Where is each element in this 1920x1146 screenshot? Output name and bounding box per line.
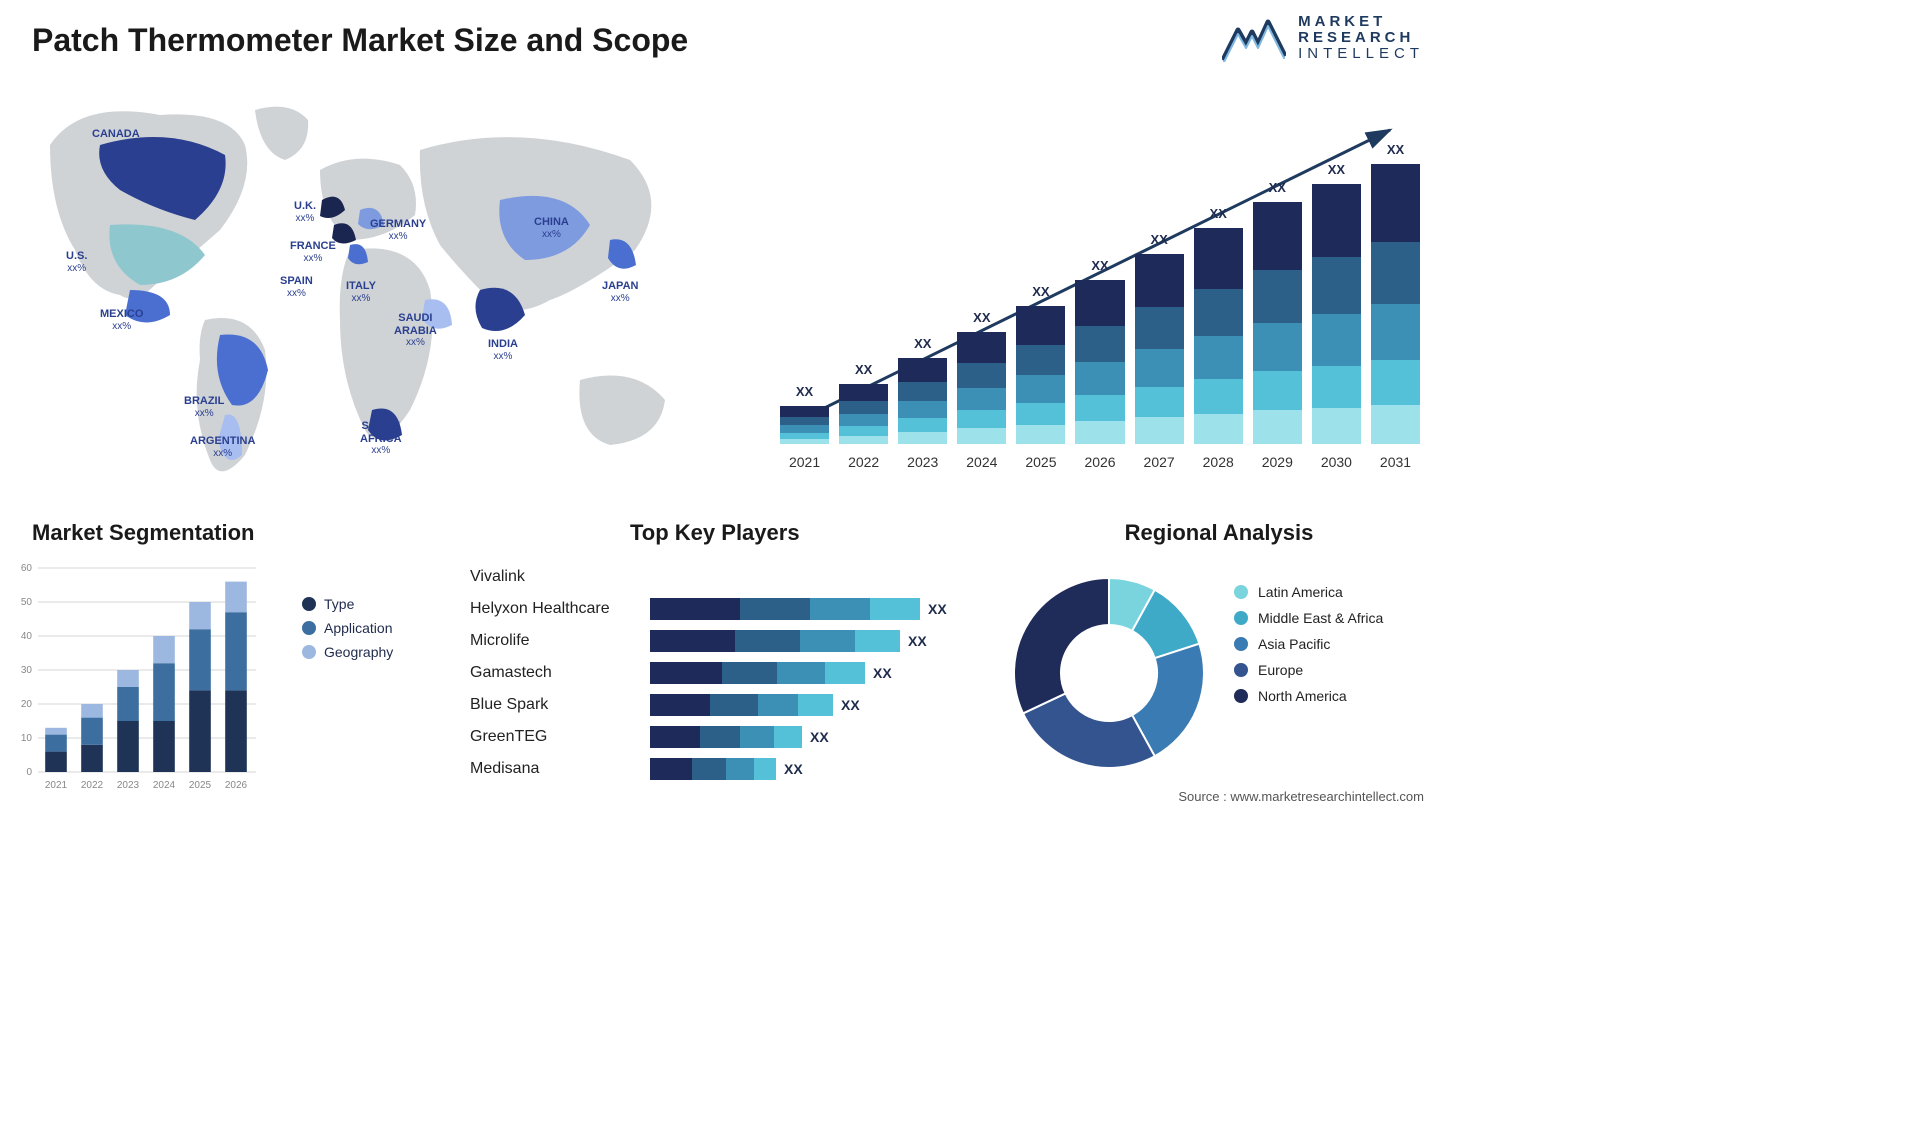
svg-text:2022: 2022 xyxy=(81,780,104,791)
forecast-year-label: 2021 xyxy=(780,454,829,470)
forecast-year-label: 2024 xyxy=(957,454,1006,470)
regional-legend-item: Asia Pacific xyxy=(1234,636,1383,652)
map-country-label: JAPANxx% xyxy=(602,280,638,304)
svg-text:2026: 2026 xyxy=(225,780,248,791)
player-row: MedisanaXX xyxy=(470,754,990,784)
map-country-label: SAUDIARABIAxx% xyxy=(394,312,437,349)
forecast-bar: XX xyxy=(1135,254,1184,444)
svg-text:20: 20 xyxy=(21,699,33,710)
logo-text: MARKET RESEARCH INTELLECT xyxy=(1298,14,1424,61)
map-country-label: GERMANYxx% xyxy=(370,218,426,242)
forecast-year-label: 2028 xyxy=(1194,454,1243,470)
segmentation-section: Market Segmentation 0102030405060 202120… xyxy=(32,520,432,558)
forecast-bar-chart: XXXXXXXXXXXXXXXXXXXXXX 20212022202320242… xyxy=(780,100,1420,470)
players-title: Top Key Players xyxy=(630,520,990,546)
players-section: Top Key Players VivalinkHelyxon Healthca… xyxy=(470,520,990,558)
forecast-year-label: 2026 xyxy=(1075,454,1124,470)
brand-logo: MARKET RESEARCH INTELLECT xyxy=(1222,14,1424,62)
forecast-bar: XX xyxy=(1371,164,1420,444)
forecast-year-label: 2025 xyxy=(1016,454,1065,470)
forecast-year-label: 2029 xyxy=(1253,454,1302,470)
map-country-label: INDIAxx% xyxy=(488,338,518,362)
map-country-label: ARGENTINAxx% xyxy=(190,435,255,459)
logo-mark-icon xyxy=(1222,14,1286,62)
world-map-region: CANADAxx% U.S.xx% MEXICOxx% BRAZILxx% ARGENT… xyxy=(20,90,700,490)
map-country-label: SPAINxx% xyxy=(280,275,313,299)
player-row: Blue SparkXX xyxy=(470,690,990,720)
map-country-label: SOUTHAFRICAxx% xyxy=(360,420,402,457)
forecast-bar: XX xyxy=(1016,306,1065,444)
regional-donut-chart xyxy=(1004,568,1214,778)
map-country-label: ITALYxx% xyxy=(346,280,376,304)
svg-text:50: 50 xyxy=(21,597,33,608)
svg-text:30: 30 xyxy=(21,665,33,676)
map-country-label: U.K.xx% xyxy=(294,200,316,224)
segmentation-stacked-bar-chart: 0 10 20 30 40 50 60 2021 2022 2023 2024 2025 2026 xyxy=(10,562,260,792)
segmentation-legend-item: Geography xyxy=(302,644,393,660)
forecast-bar: XX xyxy=(839,384,888,444)
forecast-year-label: 2027 xyxy=(1135,454,1184,470)
regional-legend-item: Middle East & Africa xyxy=(1234,610,1383,626)
players-bar-chart: VivalinkHelyxon HealthcareXXMicrolifeXXG… xyxy=(470,560,990,786)
regional-section: Regional Analysis Latin AmericaMiddle Ea… xyxy=(1014,520,1424,558)
svg-text:60: 60 xyxy=(21,563,33,574)
forecast-year-label: 2030 xyxy=(1312,454,1361,470)
map-country-label: U.S.xx% xyxy=(66,250,87,274)
player-row: GreenTEGXX xyxy=(470,722,990,752)
svg-text:2021: 2021 xyxy=(45,780,68,791)
forecast-bar: XX xyxy=(1194,228,1243,444)
forecast-bar: XX xyxy=(1253,202,1302,444)
svg-text:2023: 2023 xyxy=(117,780,140,791)
svg-text:10: 10 xyxy=(21,733,33,744)
forecast-year-label: 2023 xyxy=(898,454,947,470)
segmentation-legend: Type Application Geography xyxy=(302,588,393,668)
forecast-bar: XX xyxy=(957,332,1006,444)
svg-text:2025: 2025 xyxy=(189,780,212,791)
segmentation-title: Market Segmentation xyxy=(32,520,432,546)
player-row: GamastechXX xyxy=(470,658,990,688)
regional-title: Regional Analysis xyxy=(1014,520,1424,546)
regional-legend-item: Latin America xyxy=(1234,584,1383,600)
regional-legend: Latin America Middle East & Africa Asia Pa… xyxy=(1234,574,1383,714)
player-row: Vivalink xyxy=(470,562,990,592)
map-country-label: FRANCExx% xyxy=(290,240,336,264)
svg-text:40: 40 xyxy=(21,631,33,642)
segmentation-legend-item: Application xyxy=(302,620,393,636)
source-attribution: Source : www.marketresearchintellect.com xyxy=(1178,789,1424,804)
map-country-label: CANADAxx% xyxy=(92,128,140,152)
forecast-bar: XX xyxy=(1075,280,1124,444)
forecast-year-label: 2031 xyxy=(1371,454,1420,470)
forecast-bar: XX xyxy=(898,358,947,444)
forecast-bar: XX xyxy=(1312,184,1361,444)
player-row: Helyxon HealthcareXX xyxy=(470,594,990,624)
map-country-label: MEXICOxx% xyxy=(100,308,143,332)
player-row: MicrolifeXX xyxy=(470,626,990,656)
page-title: Patch Thermometer Market Size and Scope xyxy=(32,22,688,59)
segmentation-legend-item: Type xyxy=(302,596,393,612)
svg-text:0: 0 xyxy=(26,767,32,778)
regional-legend-item: North America xyxy=(1234,688,1383,704)
map-country-label: CHINAxx% xyxy=(534,216,569,240)
forecast-year-label: 2022 xyxy=(839,454,888,470)
map-country-label: BRAZILxx% xyxy=(184,395,224,419)
forecast-bar: XX xyxy=(780,406,829,444)
regional-legend-item: Europe xyxy=(1234,662,1383,678)
svg-text:2024: 2024 xyxy=(153,780,176,791)
